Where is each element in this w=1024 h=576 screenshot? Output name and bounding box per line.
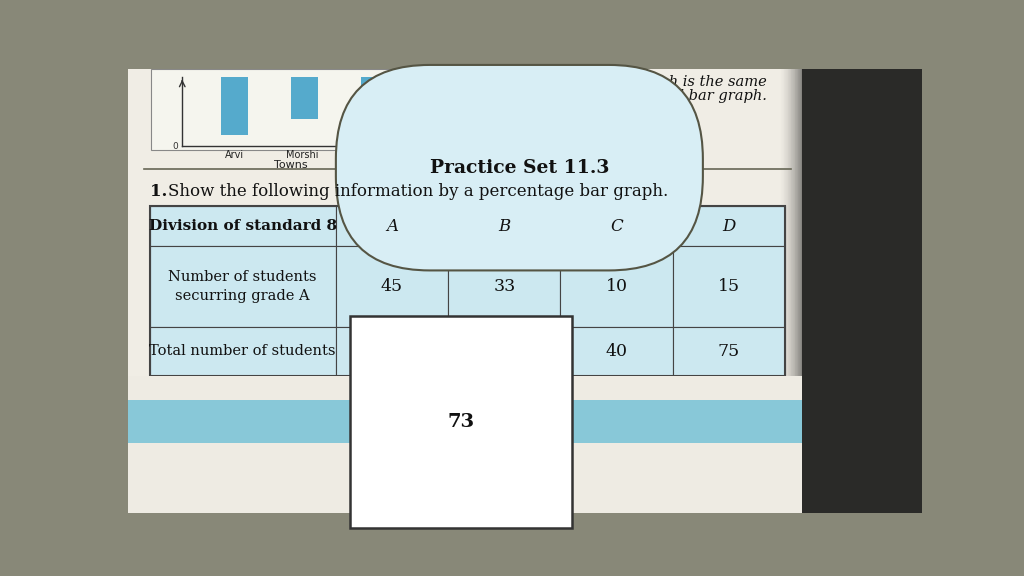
Text: C: C [610, 218, 623, 234]
Text: Show the following information by a percentage bar graph.: Show the following information by a perc… [168, 183, 669, 200]
Text: Total number of students: Total number of students [150, 344, 336, 358]
Text: 75: 75 [718, 343, 740, 360]
Text: 10: 10 [605, 278, 628, 295]
Bar [150, 206, 336, 246]
Text: B: B [498, 218, 510, 234]
Bar [560, 206, 673, 246]
Bar [449, 246, 560, 327]
Bar [128, 376, 802, 400]
Text: 33: 33 [494, 278, 515, 295]
Bar [150, 206, 785, 376]
Text: 45: 45 [381, 278, 403, 295]
Bar [486, 414, 504, 430]
Text: 60: 60 [381, 343, 402, 360]
Bar [673, 327, 785, 376]
Text: Practice Set 11.3: Practice Set 11.3 [430, 158, 609, 177]
Text: Division of standard 8: Division of standard 8 [148, 219, 337, 233]
Text: 55: 55 [494, 343, 515, 360]
Text: Towns: Towns [274, 160, 307, 170]
Text: percentage bar graph is the same: percentage bar graph is the same [515, 75, 766, 89]
Bar [802, 69, 922, 513]
Bar [291, 77, 317, 119]
Text: as that of a subdivided bar graph.: as that of a subdivided bar graph. [515, 89, 766, 103]
Bar [673, 246, 785, 327]
Bar [560, 246, 673, 327]
Bar [336, 206, 449, 246]
Text: Barshi: Barshi [356, 150, 387, 160]
Bar [336, 327, 449, 376]
Bar [128, 69, 802, 513]
Bar [221, 77, 248, 135]
Bar [336, 246, 449, 327]
Text: D: D [722, 218, 735, 234]
Bar [360, 77, 388, 146]
Bar [430, 414, 447, 430]
Text: A: A [386, 218, 398, 234]
Text: Morshi: Morshi [286, 150, 318, 160]
Bar [150, 327, 336, 376]
Text: 73: 73 [447, 413, 475, 431]
Text: 15: 15 [718, 278, 740, 295]
Bar [449, 206, 560, 246]
Text: 0: 0 [173, 142, 178, 150]
Text: 1.: 1. [150, 183, 167, 200]
Bar [152, 69, 454, 150]
Bar [150, 246, 336, 327]
Text: 40: 40 [605, 343, 628, 360]
Bar [449, 327, 560, 376]
Text: Number of students
securring grade A: Number of students securring grade A [169, 270, 317, 304]
Bar [128, 442, 802, 513]
Bar [560, 327, 673, 376]
Bar [128, 400, 802, 442]
Bar [673, 206, 785, 246]
Text: Arvi: Arvi [224, 150, 244, 160]
